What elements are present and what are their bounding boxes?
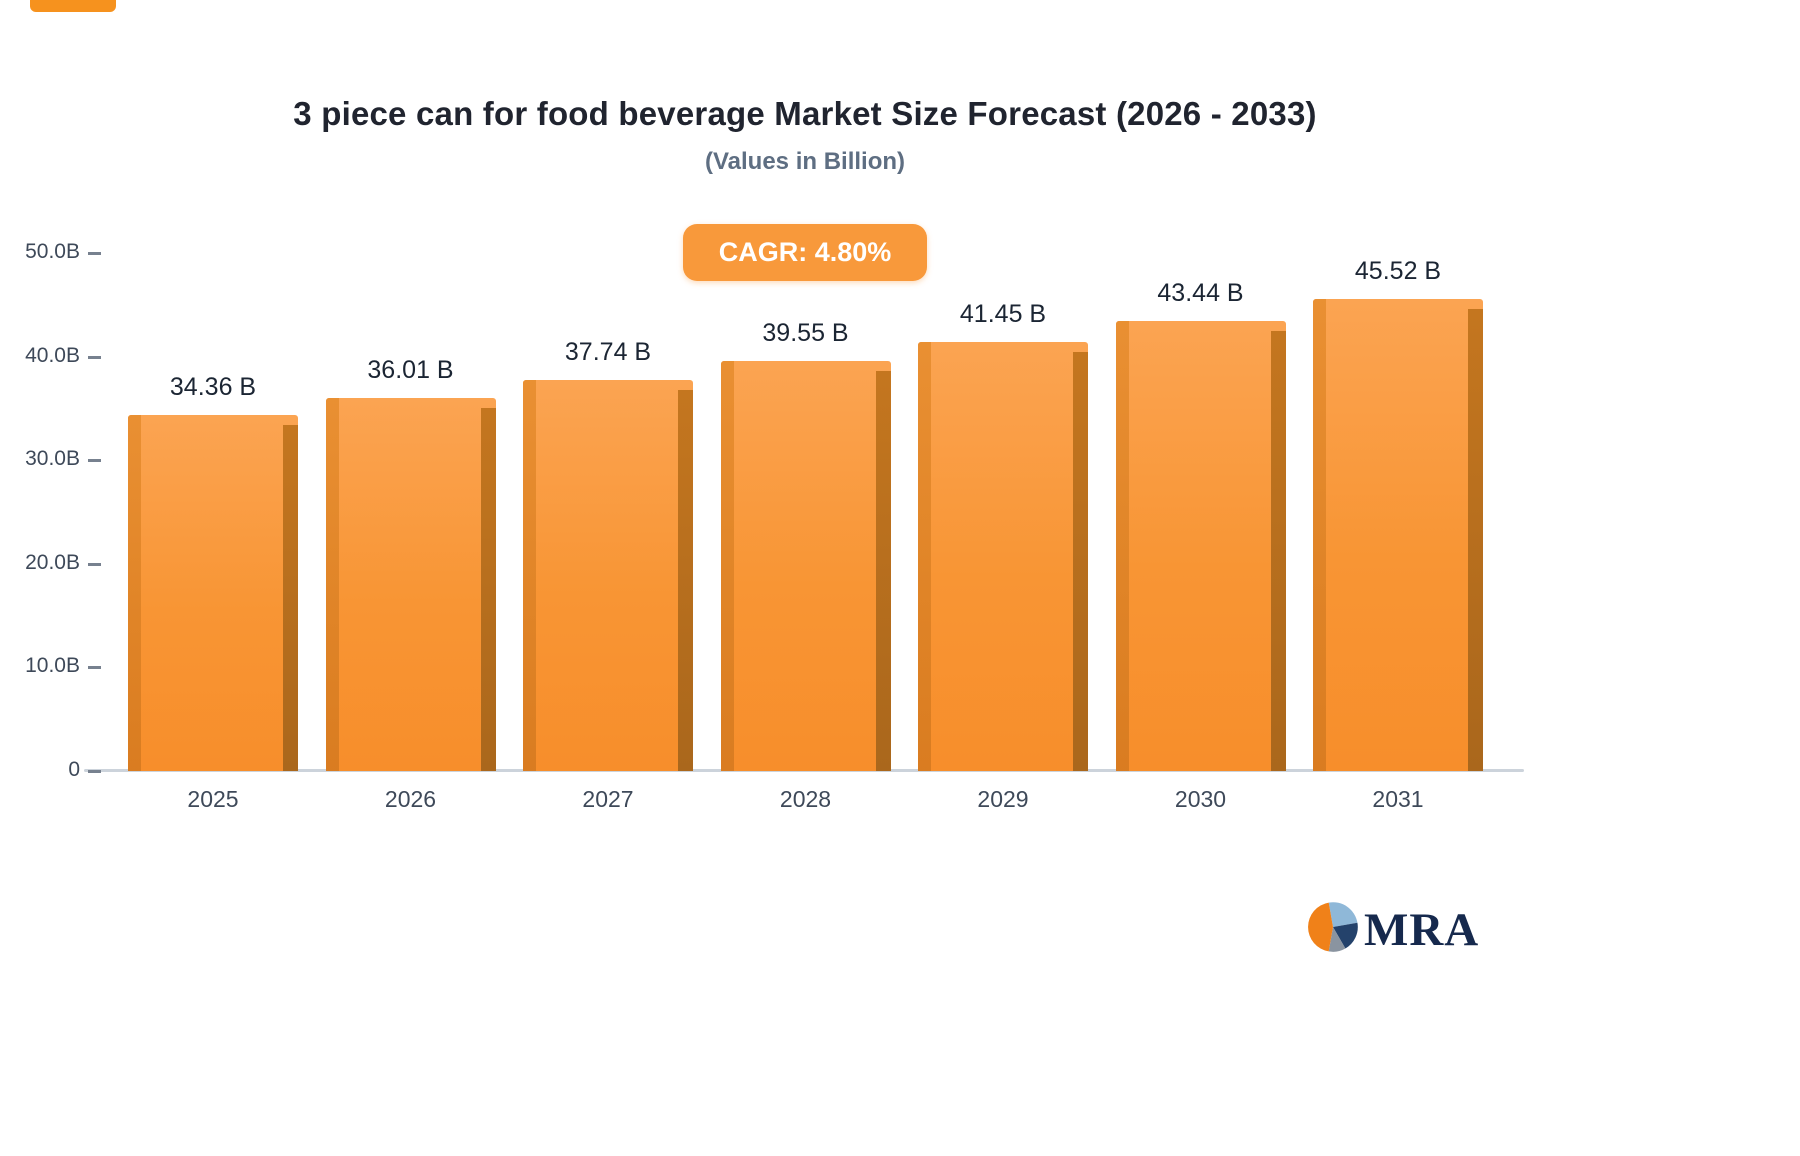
bar-value-label: 34.36 B	[169, 373, 257, 402]
mra-logo-icon	[1306, 900, 1360, 959]
x-tick-label: 2029	[977, 786, 1029, 812]
bar-2025	[128, 415, 298, 771]
cagr-badge: CAGR: 4.80%	[682, 224, 928, 281]
y-tick-label: 50.0B	[25, 240, 80, 263]
cagr-badge-wrap: CAGR: 4.80%	[0, 224, 1610, 281]
chart-subtitle: (Values in Billion)	[704, 148, 906, 175]
y-tick-label: 0	[68, 758, 80, 781]
y-tick-label: 30.0B	[25, 447, 80, 471]
bar-2029	[918, 341, 1088, 772]
y-tick-mark	[88, 355, 101, 359]
y-tick-mark	[88, 252, 101, 255]
bar-value-label: 36.01 B	[367, 355, 454, 384]
y-tick-mark	[88, 666, 101, 670]
y-tick-mark	[88, 459, 101, 463]
y-tick-mark	[88, 562, 101, 566]
bar-2028	[720, 361, 891, 771]
mra-logo: MRA	[1306, 900, 1479, 959]
x-tick-label: 2027	[582, 786, 634, 812]
y-tick-mark	[88, 770, 101, 773]
bar-value-label: 37.74 B	[564, 338, 652, 366]
x-tick-label: 2028	[779, 786, 832, 812]
bar-2027	[523, 380, 693, 771]
chart-title: 3 piece can for food beverage Market Siz…	[293, 95, 1317, 132]
bar-value-label: 39.55 B	[762, 319, 849, 348]
x-tick-label: 2030	[1174, 786, 1227, 812]
mra-logo-text: MRA	[1364, 903, 1480, 956]
bar-value-label: 45.52 B	[1354, 257, 1442, 286]
bar-value-label: 43.44 B	[1157, 278, 1244, 307]
y-tick-label: 40.0B	[25, 343, 80, 367]
corner-accent	[30, 0, 116, 12]
x-tick-label: 2025	[187, 786, 239, 812]
bar-2030	[1115, 320, 1286, 772]
x-tick-label: 2026	[384, 786, 437, 812]
y-tick-label: 20.0B	[25, 550, 80, 574]
bar-value-label: 41.45 B	[959, 299, 1047, 328]
x-tick-label: 2031	[1372, 786, 1424, 812]
bar-2031	[1313, 299, 1483, 771]
y-tick-label: 10.0B	[25, 654, 80, 678]
bar-2026	[325, 397, 496, 772]
